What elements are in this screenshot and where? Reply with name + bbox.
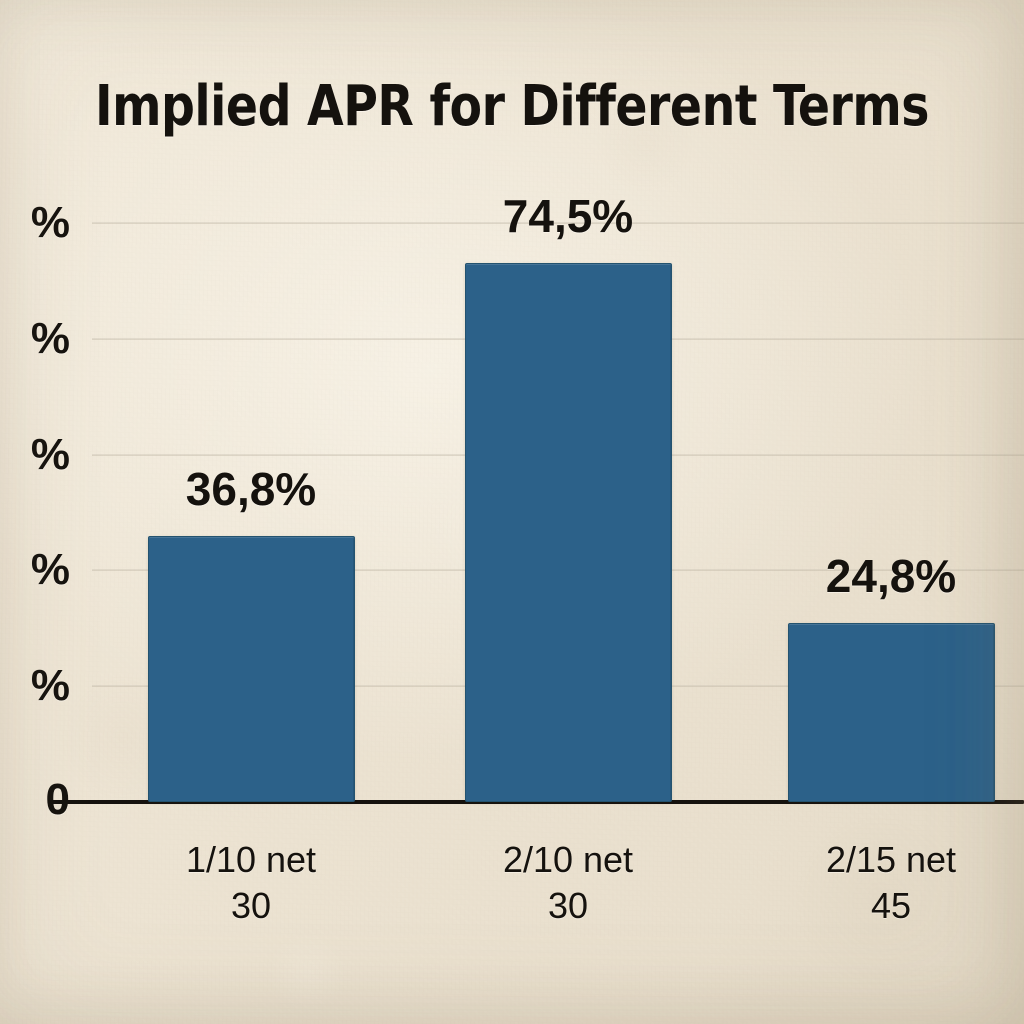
- y-axis-tick-label: %: [30, 661, 70, 711]
- bar[interactable]: [147, 535, 355, 802]
- x-axis-tick-label: 1/10 net 30: [91, 837, 411, 929]
- gridline: [92, 222, 1024, 225]
- y-axis-tick-label: %: [30, 313, 70, 363]
- bar[interactable]: [464, 262, 672, 802]
- bar-value-label: 24,8%: [825, 549, 957, 602]
- x-axis-tick-label-line2: 30: [547, 885, 589, 927]
- x-axis-tick-label-line2: 30: [230, 885, 272, 927]
- chart-title: Implied APR for Different Terms: [94, 74, 930, 139]
- gridline: [92, 337, 1024, 340]
- gridline: [92, 685, 1024, 688]
- x-axis-tick-label: 2/10 net 30: [408, 837, 728, 929]
- y-axis-tick-label: %: [30, 198, 70, 248]
- y-axis-tick-label: %: [30, 545, 70, 595]
- gridline: [92, 453, 1024, 456]
- x-axis-line: [48, 800, 1024, 804]
- x-axis-tick-label-line2: 45: [870, 885, 912, 927]
- bar[interactable]: [787, 622, 995, 802]
- y-axis-zero-label: 0: [45, 775, 70, 824]
- bar-value-label: 36,8%: [185, 462, 317, 515]
- y-axis-tick-label: %: [30, 429, 70, 479]
- bar-value-label: 74,5%: [502, 189, 634, 242]
- gridline: [92, 569, 1024, 572]
- x-axis-tick-label: 2/15 net 45: [731, 837, 1024, 929]
